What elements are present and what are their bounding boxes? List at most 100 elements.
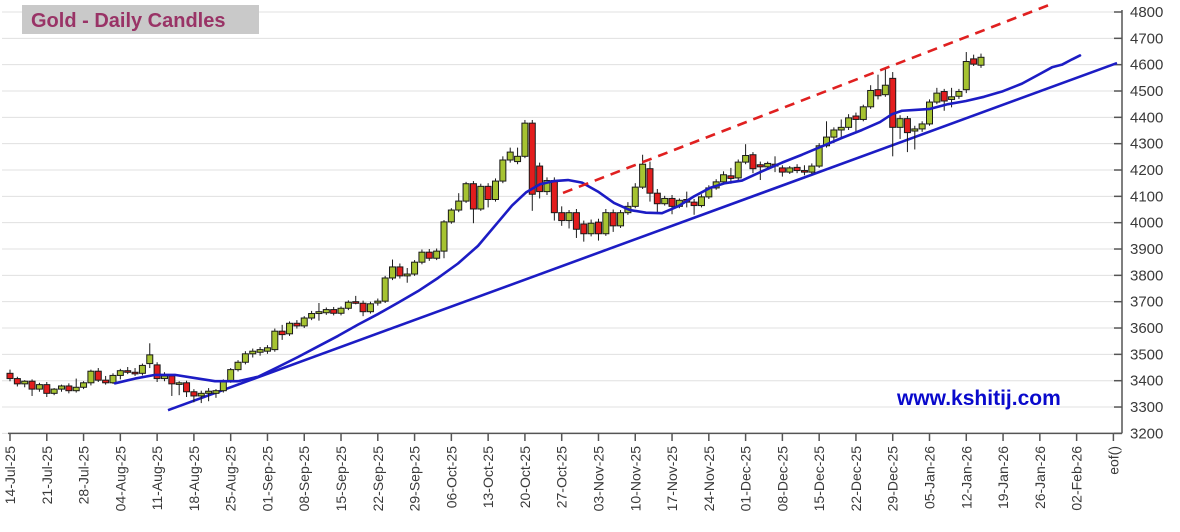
candle-body xyxy=(300,317,308,327)
candle-body xyxy=(28,380,36,390)
candle-body xyxy=(867,89,875,108)
candle-body xyxy=(940,91,948,102)
moving-average-line xyxy=(113,54,1082,385)
candle-body xyxy=(65,385,73,392)
candle-body xyxy=(639,163,647,188)
candle-body xyxy=(521,122,529,157)
candle-body xyxy=(514,155,522,163)
candle-body xyxy=(661,197,669,205)
x-axis-label: 28-Jul-25 xyxy=(76,446,92,505)
y-axis-label: 4800 xyxy=(1130,4,1163,21)
candle-body xyxy=(528,122,536,195)
x-axis-label: 25-Aug-25 xyxy=(223,446,239,512)
candle-body xyxy=(948,96,956,100)
x-axis-label: 26-Jan-26 xyxy=(1032,446,1048,509)
y-axis-label: 4700 xyxy=(1130,30,1163,47)
candle-body xyxy=(977,56,985,66)
x-axis-label: 20-Oct-25 xyxy=(517,446,533,508)
candle-body xyxy=(778,167,786,173)
candle-body xyxy=(918,123,926,130)
candle-body xyxy=(720,174,728,183)
x-axis-label: 06-Oct-25 xyxy=(443,446,459,508)
x-axis-label: 12-Jan-26 xyxy=(958,446,974,509)
candle-body xyxy=(344,301,352,309)
x-axis-label: 01-Sep-25 xyxy=(259,446,275,512)
candle-body xyxy=(57,385,65,390)
candle-body xyxy=(558,212,566,222)
candle-body xyxy=(94,370,102,381)
y-axis-label: 4500 xyxy=(1130,83,1163,100)
candle-body xyxy=(212,390,220,394)
candle-body xyxy=(881,84,889,96)
chart-title: Gold - Daily Candles xyxy=(31,10,225,32)
candle-body xyxy=(197,392,205,397)
candle-body xyxy=(830,129,838,138)
candle-body xyxy=(852,115,860,120)
candle-body xyxy=(308,313,316,319)
candle-body xyxy=(926,101,933,125)
y-axis-label: 3200 xyxy=(1130,425,1163,442)
candle-body xyxy=(962,61,970,91)
candle-body xyxy=(565,212,573,222)
x-axis-label: 19-Jan-26 xyxy=(995,446,1011,509)
candle-body xyxy=(374,300,382,304)
candle-body xyxy=(13,378,21,385)
candle-body xyxy=(352,301,360,304)
candle-body xyxy=(455,200,463,211)
candle-body xyxy=(594,221,602,235)
x-axis-label: 13-Oct-25 xyxy=(480,446,496,508)
candle-body xyxy=(433,250,441,259)
candle-body xyxy=(734,161,742,179)
candle-body xyxy=(903,118,911,134)
x-axis-label: 01-Dec-25 xyxy=(738,446,754,512)
x-axis-label: 02-Feb-26 xyxy=(1069,446,1085,511)
candle-body xyxy=(271,330,279,351)
candle-body xyxy=(587,222,595,235)
candle-body xyxy=(21,380,29,385)
candle-body xyxy=(543,180,551,193)
candle-body xyxy=(183,382,191,393)
candle-body xyxy=(286,322,294,335)
candle-body xyxy=(322,309,330,314)
candle-body xyxy=(411,261,419,275)
candle-body xyxy=(440,221,448,252)
x-axis-label: 22-Dec-25 xyxy=(848,446,864,512)
candle-body xyxy=(337,307,345,314)
x-axis-label: 08-Sep-25 xyxy=(296,446,312,512)
candle-body xyxy=(87,370,95,384)
x-axis-label: eof() xyxy=(1105,446,1121,475)
x-axis-label: 14-Jul-25 xyxy=(2,446,18,505)
candle-body xyxy=(572,212,580,230)
candle-body xyxy=(837,126,845,131)
candle-body xyxy=(889,77,897,128)
candle-body xyxy=(697,196,705,207)
x-axis-label: 11-Aug-25 xyxy=(149,446,165,511)
x-axis-label: 03-Nov-25 xyxy=(590,446,606,512)
chart-layers: 4800 4700 4600 4500 4400 4300 4200 4100 4000 3900… xyxy=(2,2,1163,512)
y-axis-label: 4600 xyxy=(1130,57,1163,74)
y-axis-label: 3500 xyxy=(1130,346,1163,363)
y-axis-label: 4400 xyxy=(1130,109,1163,126)
candle-body xyxy=(116,370,124,376)
candle-body xyxy=(668,197,676,207)
candle-body xyxy=(359,302,367,313)
y-axis-label: 3600 xyxy=(1130,320,1163,337)
candle-body xyxy=(241,353,249,363)
candle-body xyxy=(631,186,639,207)
candle-body xyxy=(160,375,168,380)
candle-body xyxy=(418,251,426,263)
candle-body xyxy=(536,165,544,193)
candle-body xyxy=(815,145,823,167)
candle-body xyxy=(389,266,397,279)
candle-body xyxy=(764,162,772,168)
x-axis-label: 05-Jan-26 xyxy=(922,446,938,509)
candle-body xyxy=(793,166,801,172)
candle-body xyxy=(109,374,117,384)
candle-body xyxy=(138,364,146,374)
x-axis-label: 29-Sep-25 xyxy=(407,446,423,512)
candle-body xyxy=(175,382,183,385)
candle-body xyxy=(786,167,794,173)
candle-body xyxy=(491,180,499,201)
resistance-trendline-dashed xyxy=(562,2,1053,195)
y-axis-label: 4100 xyxy=(1130,188,1163,205)
